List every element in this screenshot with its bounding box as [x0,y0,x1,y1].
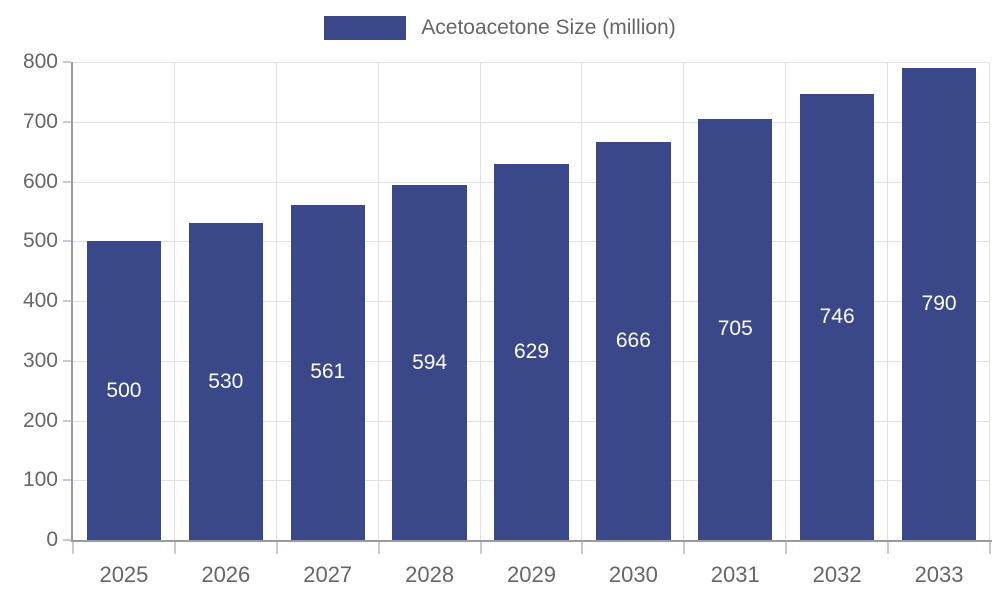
y-axis-tick [63,539,71,541]
bar-2031: 705 [698,118,773,540]
y-axis-tick-label: 600 [22,169,58,193]
x-axis-tick-label: 2027 [303,562,353,587]
x-axis-tick-label: 2029 [507,562,556,587]
x-axis-tick-label: 2031 [710,562,760,587]
y-axis-tick [63,479,71,482]
x-axis-tick [989,542,991,554]
x-axis-tick-label: 2030 [608,562,658,587]
x-axis-tick [72,542,74,554]
x-axis-tick [174,542,176,554]
x-axis-tick [378,542,380,554]
bar-2026: 530 [188,223,264,540]
x-axis-tick [581,542,583,554]
gridline-vertical [887,62,888,540]
x-axis-tick [683,542,685,554]
bar-value-label: 500 [106,378,142,402]
gridline-horizontal [73,121,990,123]
gridline-vertical [378,62,379,540]
y-axis-tick [63,300,71,302]
y-axis-tick [63,359,71,362]
bar-2029: 629 [494,164,569,540]
x-axis-tick-label: 2028 [405,562,455,587]
bar-2030: 666 [596,142,671,540]
bar-2033: 790 [901,67,977,540]
y-axis-tick-label: 300 [22,348,58,372]
y-axis-line [71,62,73,542]
x-axis-tick-label: 2033 [914,562,964,587]
y-axis-tick [63,240,71,243]
x-axis-tick [785,542,787,554]
gridline-vertical [989,62,990,540]
plot-area: 500 530 561 594 629 666 705 746 790 [73,62,990,540]
gridline-vertical [276,62,277,540]
gridline-vertical [683,62,684,540]
bar-2028: 594 [392,185,467,540]
x-axis-tick-label: 2025 [99,562,149,587]
x-axis-line [71,540,992,542]
y-axis-tick-label: 200 [22,408,58,432]
legend-swatch[interactable] [324,16,407,40]
y-axis-tick [63,120,71,123]
y-axis-tick-label: 100 [22,468,58,492]
y-axis-tick-label: 400 [22,289,58,312]
y-axis-tick-label: 700 [22,109,58,133]
y-axis-tick [63,419,71,422]
gridline-vertical [785,62,786,540]
legend-label[interactable]: Acetoacetone Size (million) [421,16,676,39]
bar-2027: 561 [290,204,365,540]
y-axis-tick [63,180,71,183]
bar-2025: 500 [86,241,162,540]
gridline-horizontal [73,62,990,63]
bar-value-label: 666 [615,329,651,353]
y-axis-tick-label: 0 [46,528,58,551]
bar-2032: 746 [799,94,875,540]
y-axis-tick-label: 500 [22,229,58,253]
gridline-vertical [174,62,175,540]
bar-value-label: 629 [513,340,550,364]
gridline-vertical [480,62,481,540]
x-axis-tick-label: 2032 [812,562,862,587]
bar-value-label: 594 [412,350,448,374]
gridline-vertical [581,62,582,540]
legend[interactable]: Acetoacetone Size (million) [0,16,1000,40]
x-axis-tick [887,542,889,554]
x-axis-tick [480,542,482,554]
bar-value-label: 530 [208,369,244,393]
bar-value-label: 746 [819,305,855,329]
bar-value-label: 705 [717,317,753,341]
y-axis-tick [63,61,71,63]
bar-value-label: 790 [921,291,957,315]
y-axis-tick-label: 800 [22,50,58,73]
x-axis-tick-label: 2026 [201,562,251,587]
bar-value-label: 561 [310,360,346,384]
x-axis-tick [276,542,278,554]
